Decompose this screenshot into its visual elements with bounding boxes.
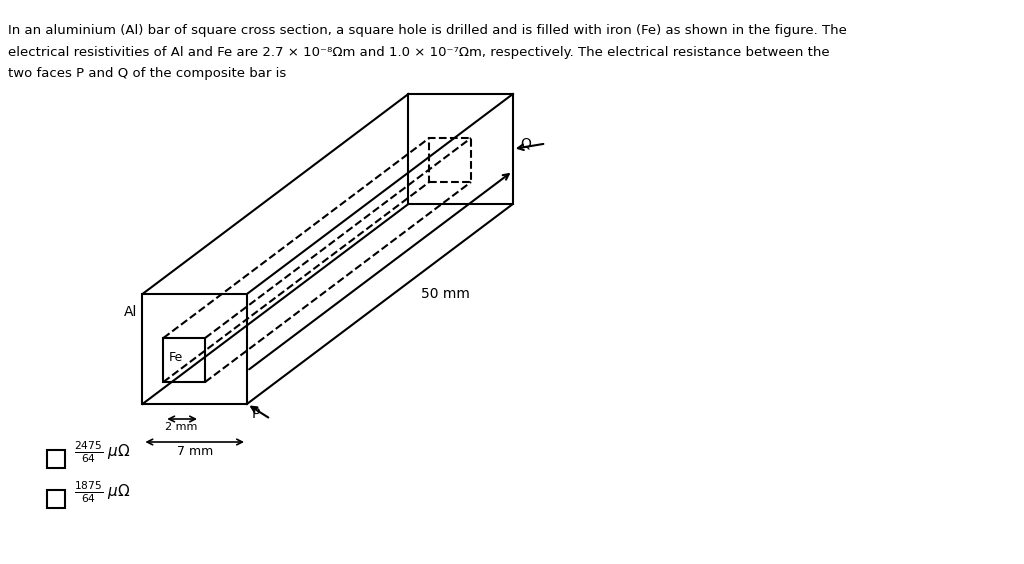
Text: Q: Q [520,136,531,151]
Text: P: P [252,407,260,421]
Text: 50 mm: 50 mm [421,287,470,301]
Text: two faces P and Q of the composite bar is: two faces P and Q of the composite bar i… [7,67,286,80]
Text: 2 mm: 2 mm [165,422,198,432]
Text: $\frac{2475}{64}$ $\mu\Omega$: $\frac{2475}{64}$ $\mu\Omega$ [74,439,131,465]
Text: $\frac{1875}{64}$ $\mu\Omega$: $\frac{1875}{64}$ $\mu\Omega$ [74,479,131,505]
Text: electrical resistivities of Al and Fe are 2.7 × 10⁻⁸Ωm and 1.0 × 10⁻⁷Ωm, respect: electrical resistivities of Al and Fe ar… [7,46,829,59]
Text: Fe: Fe [169,351,183,364]
Bar [47,490,65,508]
Bar [47,450,65,468]
Text: In an aluminium (Al) bar of square cross section, a square hole is drilled and i: In an aluminium (Al) bar of square cross… [7,24,847,37]
Text: 7 mm: 7 mm [176,445,213,458]
Text: Al: Al [124,305,137,319]
